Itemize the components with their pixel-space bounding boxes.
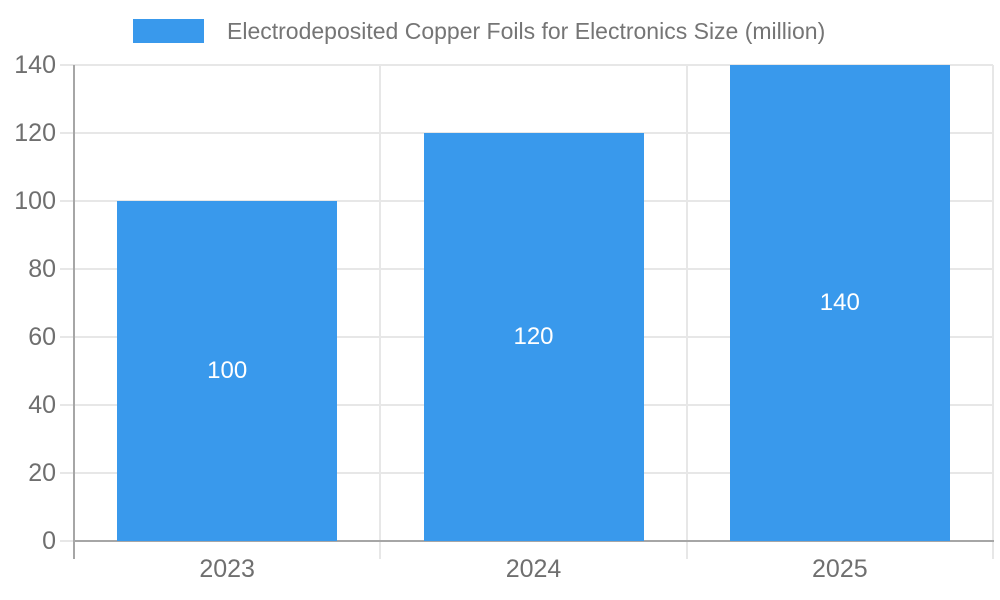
y-tick-label: 60 [28,323,56,351]
legend-swatch [133,19,204,43]
y-tick-label: 0 [42,527,56,555]
vertical-gridline [379,65,382,559]
bar-value-label: 140 [819,289,860,316]
x-axis-line [73,540,994,542]
bar-value-label: 100 [207,357,248,384]
horizontal-gridline [60,64,993,66]
y-tick-label: 80 [28,255,56,283]
bar[interactable] [423,133,644,541]
y-tick-label: 140 [14,51,56,79]
chart-legend[interactable]: Electrodeposited Copper Foils for Electr… [133,17,825,45]
y-tick-label: 20 [28,459,56,487]
y-axis-line [73,65,75,559]
vertical-gridline [685,65,688,559]
x-tick-label: 2024 [505,555,562,583]
legend-label: Electrodeposited Copper Foils for Electr… [227,18,826,44]
y-tick-label: 40 [28,391,56,419]
y-tick-label: 100 [14,187,56,215]
bar-value-label: 120 [513,323,554,350]
y-tick-label: 120 [14,119,56,147]
bar[interactable] [117,201,338,541]
x-tick-label: 2025 [812,555,868,583]
x-tick-label: 2023 [199,555,255,583]
vertical-gridline [992,65,994,559]
bar[interactable] [729,65,950,541]
horizontal-gridline [60,540,74,542]
